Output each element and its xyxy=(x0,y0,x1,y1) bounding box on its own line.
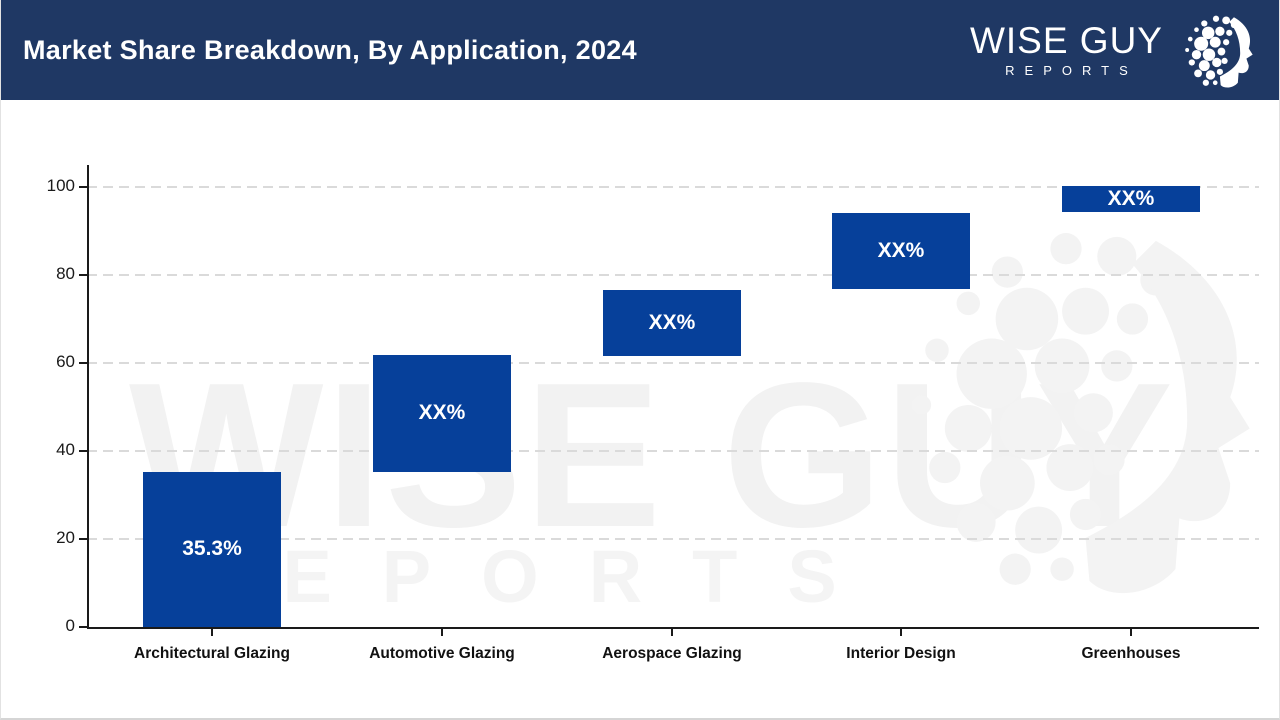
x-category-label: Interior Design xyxy=(846,645,956,662)
bar-automotive-glazing: XX% xyxy=(373,354,511,472)
dotted-head-logo-icon xyxy=(1173,11,1259,89)
x-category-label: Automotive Glazing xyxy=(369,645,515,662)
x-tick-mark xyxy=(441,629,443,636)
x-category-label: Aerospace Glazing xyxy=(602,645,742,662)
waterfall-chart: 0 20 40 60 80 100 35.3% Architectural Glazing XX… xyxy=(1,100,1279,718)
x-category-label: Greenhouses xyxy=(1081,645,1181,662)
x-tick-mark xyxy=(671,629,673,636)
bar-value-label: XX% xyxy=(1107,187,1155,211)
logo-subtitle: REPORTS xyxy=(1005,63,1138,78)
bar-value-label: XX% xyxy=(877,239,925,262)
bar-interior-design: XX% xyxy=(832,212,970,290)
bar-value-label: 35.3% xyxy=(182,537,242,561)
gridline-80 xyxy=(87,274,1259,276)
chart-title: Market Share Breakdown, By Application, … xyxy=(23,34,637,65)
y-tick-mark xyxy=(79,538,87,540)
gridline-60 xyxy=(87,362,1259,364)
y-tick-label: 80 xyxy=(56,264,75,283)
x-tick-mark xyxy=(1130,629,1132,636)
y-tick-mark xyxy=(79,626,87,628)
bar-value-label: XX% xyxy=(648,310,696,334)
watermark-head-icon xyxy=(851,160,1279,655)
wise-guy-reports-logo: WISE GUY REPORTS xyxy=(970,11,1259,89)
bar-greenhouses: XX% xyxy=(1062,186,1200,213)
gridline-40 xyxy=(87,450,1259,452)
logo-text: WISE GUY REPORTS xyxy=(970,22,1163,78)
y-tick-mark xyxy=(79,274,87,276)
y-tick-mark xyxy=(79,450,87,452)
y-tick-mark xyxy=(79,362,87,364)
x-axis-line xyxy=(87,627,1259,629)
y-tick-label: 40 xyxy=(56,440,75,459)
x-tick-mark xyxy=(211,629,213,636)
watermark-layer: WISE GUY REPORTS xyxy=(1,100,1279,718)
x-tick-mark xyxy=(900,629,902,636)
y-tick-label: 20 xyxy=(56,528,75,547)
logo-wordmark: WISE GUY xyxy=(969,20,1163,61)
y-axis-line xyxy=(87,165,89,629)
bar-value-label: XX% xyxy=(418,401,466,425)
gridline-100 xyxy=(87,186,1259,188)
y-tick-mark xyxy=(79,186,87,188)
bar-architectural-glazing: 35.3% xyxy=(143,471,281,627)
gridline-20 xyxy=(87,538,1259,540)
x-category-label: Architectural Glazing xyxy=(134,645,290,662)
bar-aerospace-glazing: XX% xyxy=(603,289,741,356)
watermark-subtitle: REPORTS xyxy=(179,535,887,618)
y-tick-label: 60 xyxy=(56,352,75,371)
y-tick-label: 0 xyxy=(65,616,75,635)
y-tick-label: 100 xyxy=(46,176,75,195)
header-bar: Market Share Breakdown, By Application, … xyxy=(1,0,1279,100)
